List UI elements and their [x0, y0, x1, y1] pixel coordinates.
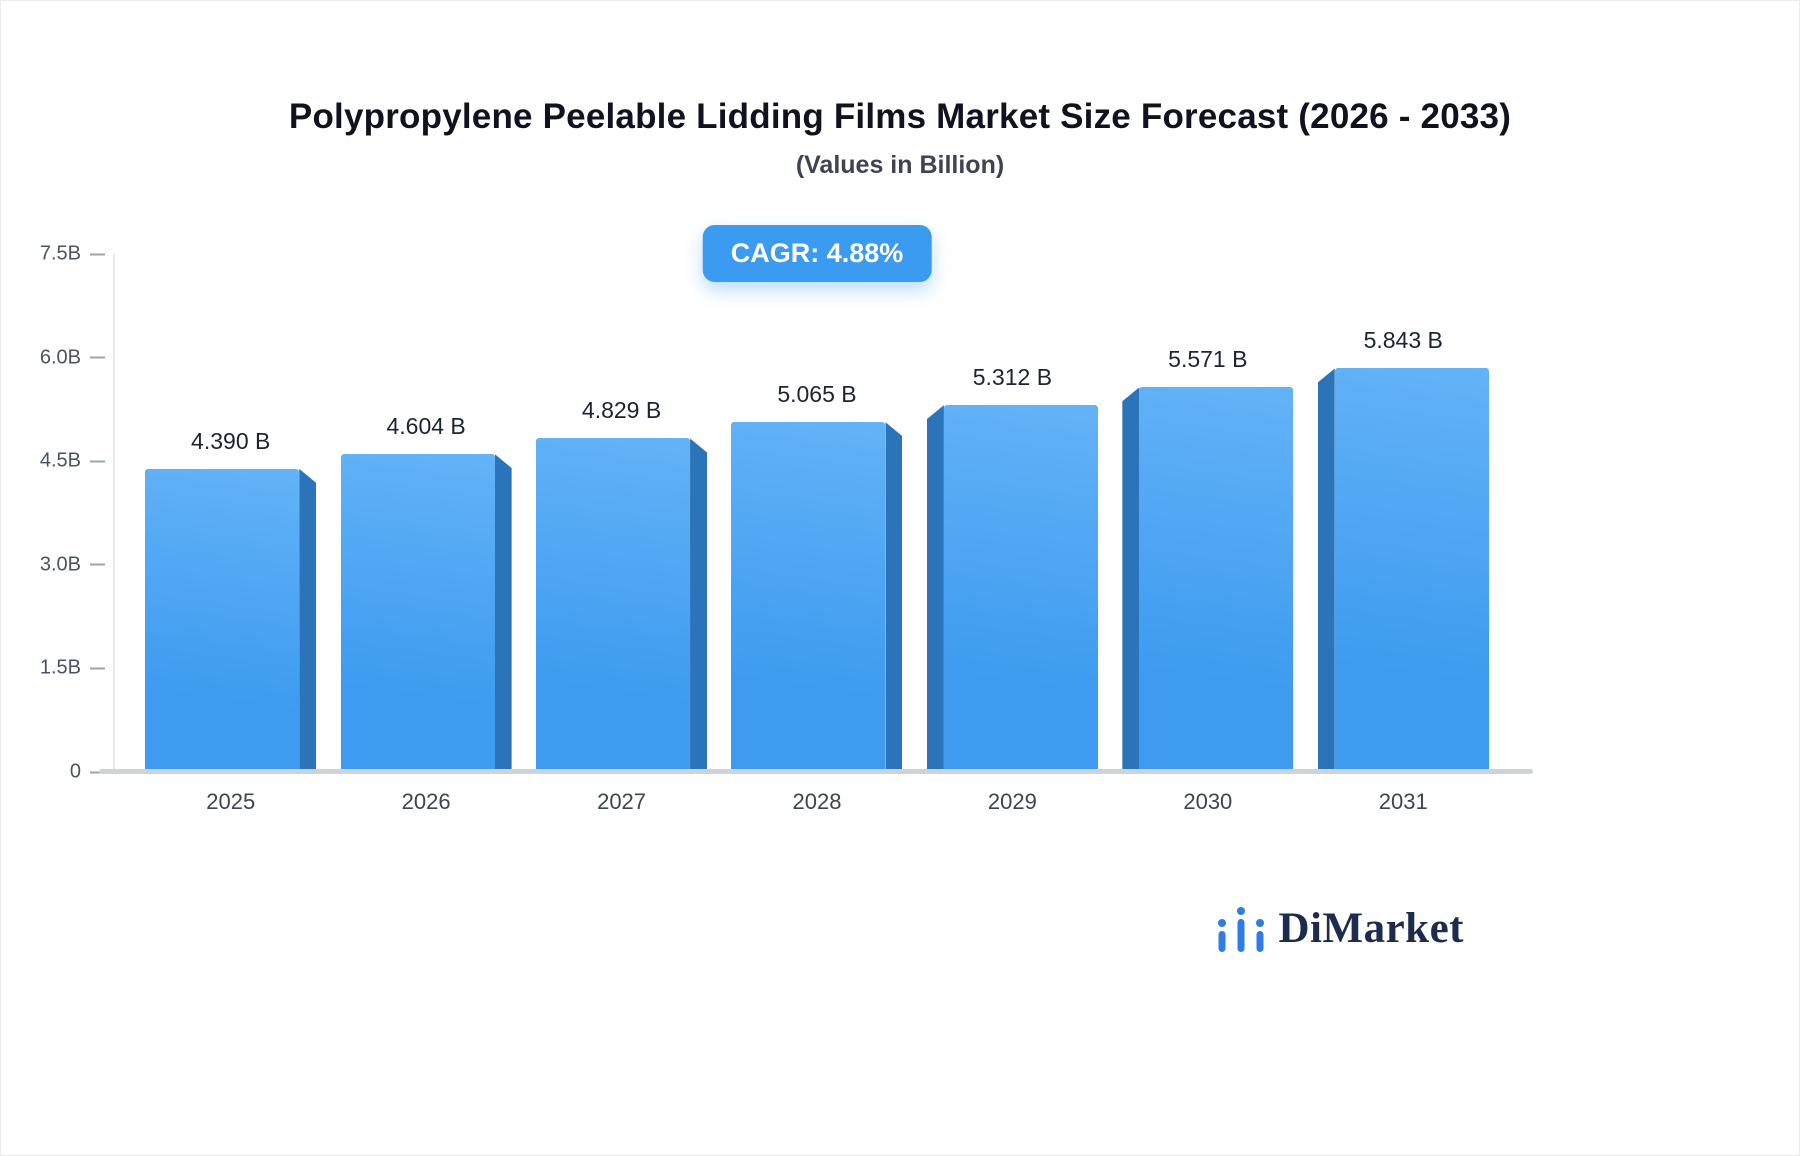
brand-logo-text: DiMarket — [1278, 905, 1464, 952]
bar-value-label: 4.390 B — [191, 427, 271, 454]
y-tick-mark — [90, 667, 105, 670]
y-tick-label: 6.0B — [39, 346, 81, 369]
x-axis-line — [99, 769, 1533, 774]
bar-slot: 4.390 B — [133, 254, 328, 772]
bar-value-label: 5.571 B — [1168, 346, 1248, 373]
y-tick: 1.5B — [1, 657, 105, 680]
chart-subtitle: (Values in Billion) — [795, 151, 1005, 179]
bar-value-label: 5.312 B — [972, 364, 1053, 391]
y-tick-mark — [90, 563, 105, 566]
bar-slot: 4.604 B — [328, 254, 523, 772]
bar-slot: 5.312 B — [915, 254, 1110, 772]
y-tick-mark — [90, 771, 105, 773]
chart-title: Polypropylene Peelable Lidding Films Mar… — [288, 97, 1512, 136]
bar-slot: 5.571 B — [1110, 254, 1305, 772]
x-axis-label: 2025 — [206, 789, 256, 814]
bar-slot: 5.065 B — [719, 254, 914, 772]
bar-front-face — [943, 405, 1098, 772]
y-tick-mark — [90, 356, 105, 359]
y-tick: 6.0B — [1, 346, 105, 369]
y-tick-label: 4.5B — [39, 449, 81, 472]
y-tick: 7.5B — [1, 243, 105, 266]
x-axis-label: 2026 — [401, 789, 451, 814]
x-axis-label: 2027 — [597, 789, 647, 814]
y-tick: 0 — [1, 761, 105, 784]
bar-2025[interactable]: 4.390 B — [145, 428, 317, 772]
bar-side-face — [885, 422, 903, 772]
bars: 4.390 B 4.604 B 4.829 B 5.065 B 5.312 B 5.571… — [113, 254, 1521, 772]
bar-slot: 5.843 B — [1306, 254, 1501, 772]
bar-side-face — [299, 468, 317, 772]
bar-front-face — [1139, 387, 1294, 772]
y-tick-label: 1.5B — [39, 656, 81, 679]
bar-chart-logo-icon — [1217, 906, 1264, 952]
x-axis-label: 2028 — [792, 789, 842, 814]
bar-2027[interactable]: 4.829 B — [536, 397, 708, 772]
bar-front-face — [1334, 368, 1489, 772]
x-axis-label: 2030 — [1183, 789, 1233, 814]
y-tick-mark — [90, 460, 105, 463]
bar-2031[interactable]: 5.843 B — [1317, 327, 1489, 772]
y-tick: 3.0B — [1, 553, 105, 576]
x-axis-labels: 2025 2026 2027 2028 2029 2030 2031 — [113, 789, 1521, 815]
bar-2029[interactable]: 5.312 B — [926, 364, 1098, 772]
bar-front-face — [145, 468, 300, 772]
x-axis-label: 2029 — [987, 789, 1037, 814]
bar-side-face — [690, 438, 708, 772]
bar-side-face — [1317, 368, 1335, 772]
y-tick: 4.5B — [1, 450, 105, 473]
bar-value-label: 4.829 B — [581, 397, 662, 424]
bar-value-label: 5.843 B — [1363, 327, 1443, 354]
x-axis-label: 2031 — [1378, 789, 1428, 814]
bar-front-face — [536, 438, 691, 772]
y-axis-ticks: 7.5B 6.0B 4.5B 3.0B 1.5B 0 — [1, 243, 105, 783]
bar-side-face — [926, 405, 944, 772]
plot-area: 4.390 B 4.604 B 4.829 B 5.065 B 5.312 B 5.571… — [113, 254, 1521, 772]
y-tick-mark — [90, 253, 105, 255]
y-axis-line — [113, 254, 115, 772]
brand-logo: DiMarket — [1215, 904, 1465, 953]
bar-2030[interactable]: 5.571 B — [1122, 346, 1294, 772]
bar-side-face — [1122, 387, 1140, 772]
bar-front-face — [731, 422, 886, 772]
y-tick-label: 3.0B — [39, 553, 81, 576]
bar-side-face — [494, 454, 512, 772]
y-tick-label: 0 — [69, 760, 81, 783]
bar-slot: 4.829 B — [524, 254, 719, 772]
bar-2028[interactable]: 5.065 B — [731, 381, 903, 772]
bar-value-label: 4.604 B — [386, 413, 466, 440]
cagr-badge: CAGR: 4.88% — [702, 225, 932, 282]
bar-value-label: 5.065 B — [777, 381, 857, 408]
y-tick-label: 7.5B — [39, 242, 81, 265]
bar-front-face — [340, 454, 495, 772]
bar-2026[interactable]: 4.604 B — [340, 413, 512, 772]
